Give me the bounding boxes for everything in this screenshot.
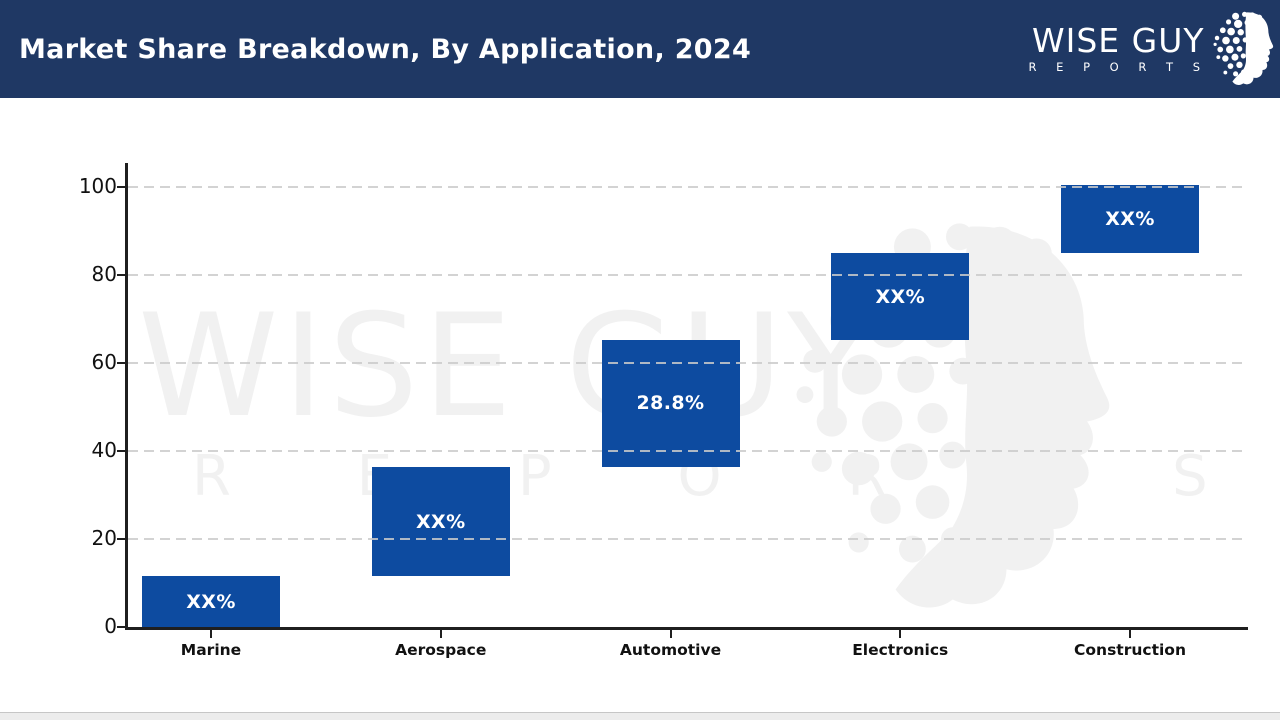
y-tick-label: 0 <box>104 614 117 638</box>
wise-guy-logo: WISE GUY R E P O R T S <box>1029 11 1280 88</box>
y-tick <box>117 538 125 540</box>
x-tick-label-electronics: Electronics <box>852 641 949 659</box>
y-tick-label: 60 <box>91 350 117 374</box>
y-tick <box>117 450 125 452</box>
logo-face-icon <box>1213 11 1274 85</box>
bar-electronics: XX% <box>831 253 970 341</box>
y-tick <box>117 186 125 188</box>
bar-automotive: 28.8% <box>601 340 740 467</box>
x-tick-label-aerospace: Aerospace <box>395 641 487 659</box>
bar-value-label: XX% <box>1105 207 1155 230</box>
gridline-60 <box>128 362 1248 364</box>
x-axis-spine <box>125 627 1248 630</box>
y-axis-spine <box>125 163 128 630</box>
gridline-100 <box>128 186 1248 188</box>
x-tick <box>669 630 672 638</box>
bar-aerospace: XX% <box>371 466 510 577</box>
logo-text: WISE GUY R E P O R T S <box>1028 20 1209 75</box>
bar-value-label: XX% <box>875 285 926 308</box>
y-tick-label: 80 <box>91 262 117 286</box>
bar-value-label: 28.8% <box>636 392 705 415</box>
y-tick-label: 100 <box>78 174 117 198</box>
y-tick <box>117 362 125 364</box>
gridline-20 <box>128 538 1248 540</box>
bar-marine: XX% <box>142 576 280 627</box>
header-bar: Market Share Breakdown, By Application, … <box>0 0 1280 98</box>
y-tick-label: 40 <box>91 438 117 462</box>
gridline-40 <box>128 450 1248 452</box>
x-tick <box>899 630 902 638</box>
footer-strip <box>0 712 1280 720</box>
x-tick-label-construction: Construction <box>1074 641 1186 659</box>
logo-subtext: R E P O R T S <box>1028 60 1208 75</box>
y-tick <box>117 274 125 276</box>
x-tick <box>439 630 442 638</box>
watermark-wordmark: WISE GUY <box>138 284 878 449</box>
gridline-80 <box>128 274 1248 276</box>
y-tick-label: 20 <box>91 526 117 550</box>
x-tick-label-marine: Marine <box>180 641 242 659</box>
bar-construction: XX% <box>1061 184 1199 253</box>
bar-value-label: XX% <box>186 590 236 613</box>
logo-wordmark: WISE GUY <box>1031 20 1205 60</box>
chart-title: Market Share Breakdown, By Application, … <box>19 33 752 65</box>
y-tick <box>117 626 125 628</box>
x-tick <box>1129 630 1131 638</box>
bar-value-label: XX% <box>415 510 466 533</box>
x-tick-label-automotive: Automotive <box>619 641 722 659</box>
x-tick <box>210 630 212 638</box>
